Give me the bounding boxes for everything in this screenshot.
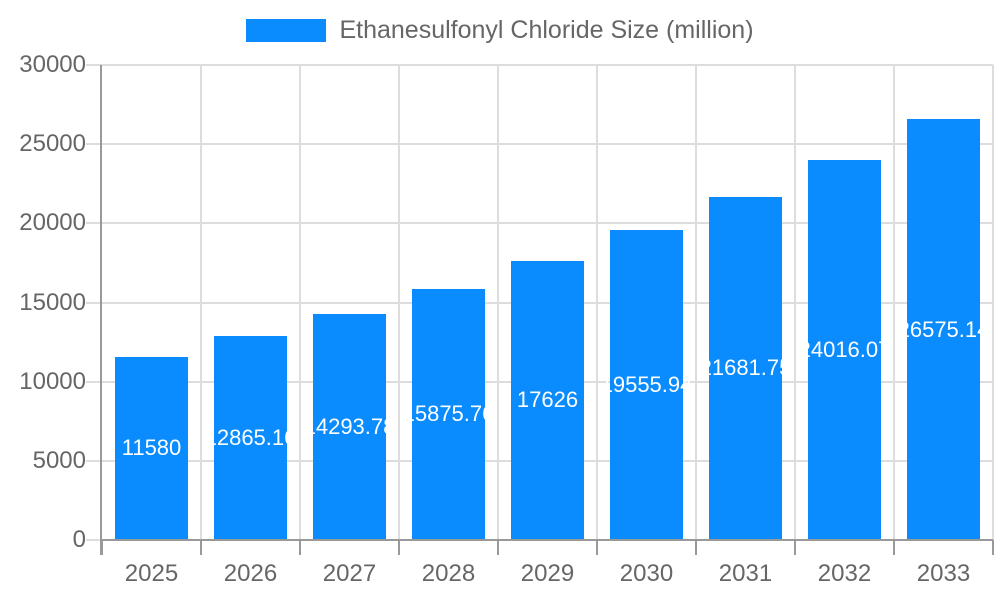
y-tick-label-10000: 10000 <box>19 367 86 395</box>
x-tick-mark-5 <box>596 540 598 555</box>
gridline-y-30000 <box>86 64 993 66</box>
gridline-y-20000 <box>86 222 993 225</box>
bar-value-label-2030: 19555.94 <box>600 372 693 398</box>
bar-value-label-2031: 21681.75 <box>699 355 792 381</box>
x-tick-mark-4 <box>497 540 499 555</box>
bar-value-label-2026: 12865.16 <box>204 425 297 451</box>
gridline-x-boundary-6 <box>695 65 697 540</box>
bar-2029[interactable] <box>511 260 584 540</box>
gridline-x-boundary-4 <box>497 65 499 540</box>
x-tick-label-2033: 2033 <box>916 560 971 587</box>
x-tick-mark-8 <box>893 540 895 555</box>
gridline-x-boundary-8 <box>893 65 895 540</box>
y-tick-label-15000: 15000 <box>19 288 86 316</box>
y-tick-label-25000: 25000 <box>19 130 86 158</box>
x-tick-mark-1 <box>200 540 202 555</box>
gridline-x-boundary-5 <box>596 65 598 540</box>
bar-2027[interactable] <box>313 313 386 540</box>
legend-item-series[interactable]: Ethanesulfonyl Chloride Size (million) <box>246 16 754 45</box>
gridline-x-boundary-9 <box>992 65 994 540</box>
legend-label: Ethanesulfonyl Chloride Size (million) <box>339 16 754 44</box>
bar-2025[interactable] <box>115 356 188 540</box>
y-tick-label-5000: 5000 <box>32 446 86 474</box>
y-tick-label-0: 0 <box>72 526 86 553</box>
x-tick-mark-6 <box>695 540 697 555</box>
gridline-y-25000 <box>86 143 993 146</box>
plot-area: 11580 12865.16 14293.78 15875.76 17626 19555.… <box>86 64 994 555</box>
y-tick-label-20000: 20000 <box>19 209 86 237</box>
y-axis-line <box>100 65 102 555</box>
x-tick-label-2025: 2025 <box>124 560 179 587</box>
bar-2028[interactable] <box>412 288 485 540</box>
x-tick-mark-3 <box>398 540 400 555</box>
x-tick-mark-0 <box>101 540 103 555</box>
x-tick-label-2029: 2029 <box>520 560 575 587</box>
bar-2031[interactable] <box>709 196 782 540</box>
x-tick-label-2028: 2028 <box>421 560 476 587</box>
x-tick-mark-9 <box>992 540 994 555</box>
bar-value-label-2027: 14293.78 <box>303 413 396 439</box>
bar-value-label-2025: 11580 <box>121 435 182 461</box>
bar-value-label-2032: 24016.07 <box>798 336 891 362</box>
legend-swatch-icon <box>246 19 327 42</box>
x-tick-label-2030: 2030 <box>619 560 674 587</box>
x-tick-label-2027: 2027 <box>322 560 377 587</box>
chart-legend: Ethanesulfonyl Chloride Size (million) <box>0 16 1000 45</box>
gridline-x-boundary-3 <box>398 65 400 540</box>
bar-value-label-2033: 26575.14 <box>897 316 990 342</box>
x-tick-mark-2 <box>299 540 301 555</box>
bar-2033[interactable] <box>907 119 980 540</box>
x-axis-line <box>100 539 993 541</box>
x-tick-label-2032: 2032 <box>817 560 872 587</box>
gridline-x-boundary-2 <box>299 65 301 540</box>
y-tick-mark-0 <box>86 539 102 541</box>
gridline-x-boundary-7 <box>794 65 796 540</box>
gridline-x-boundary-1 <box>200 65 202 540</box>
x-tick-label-2026: 2026 <box>223 560 278 587</box>
bar-2032[interactable] <box>808 159 881 540</box>
bar-2026[interactable] <box>214 336 287 540</box>
bar-2030[interactable] <box>610 230 683 540</box>
x-tick-label-2031: 2031 <box>718 560 773 587</box>
bar-value-label-2028: 15875.76 <box>402 401 495 427</box>
x-tick-mark-7 <box>794 540 796 555</box>
y-tick-label-30000: 30000 <box>19 51 86 78</box>
bar-value-label-2029: 17626 <box>516 387 579 413</box>
